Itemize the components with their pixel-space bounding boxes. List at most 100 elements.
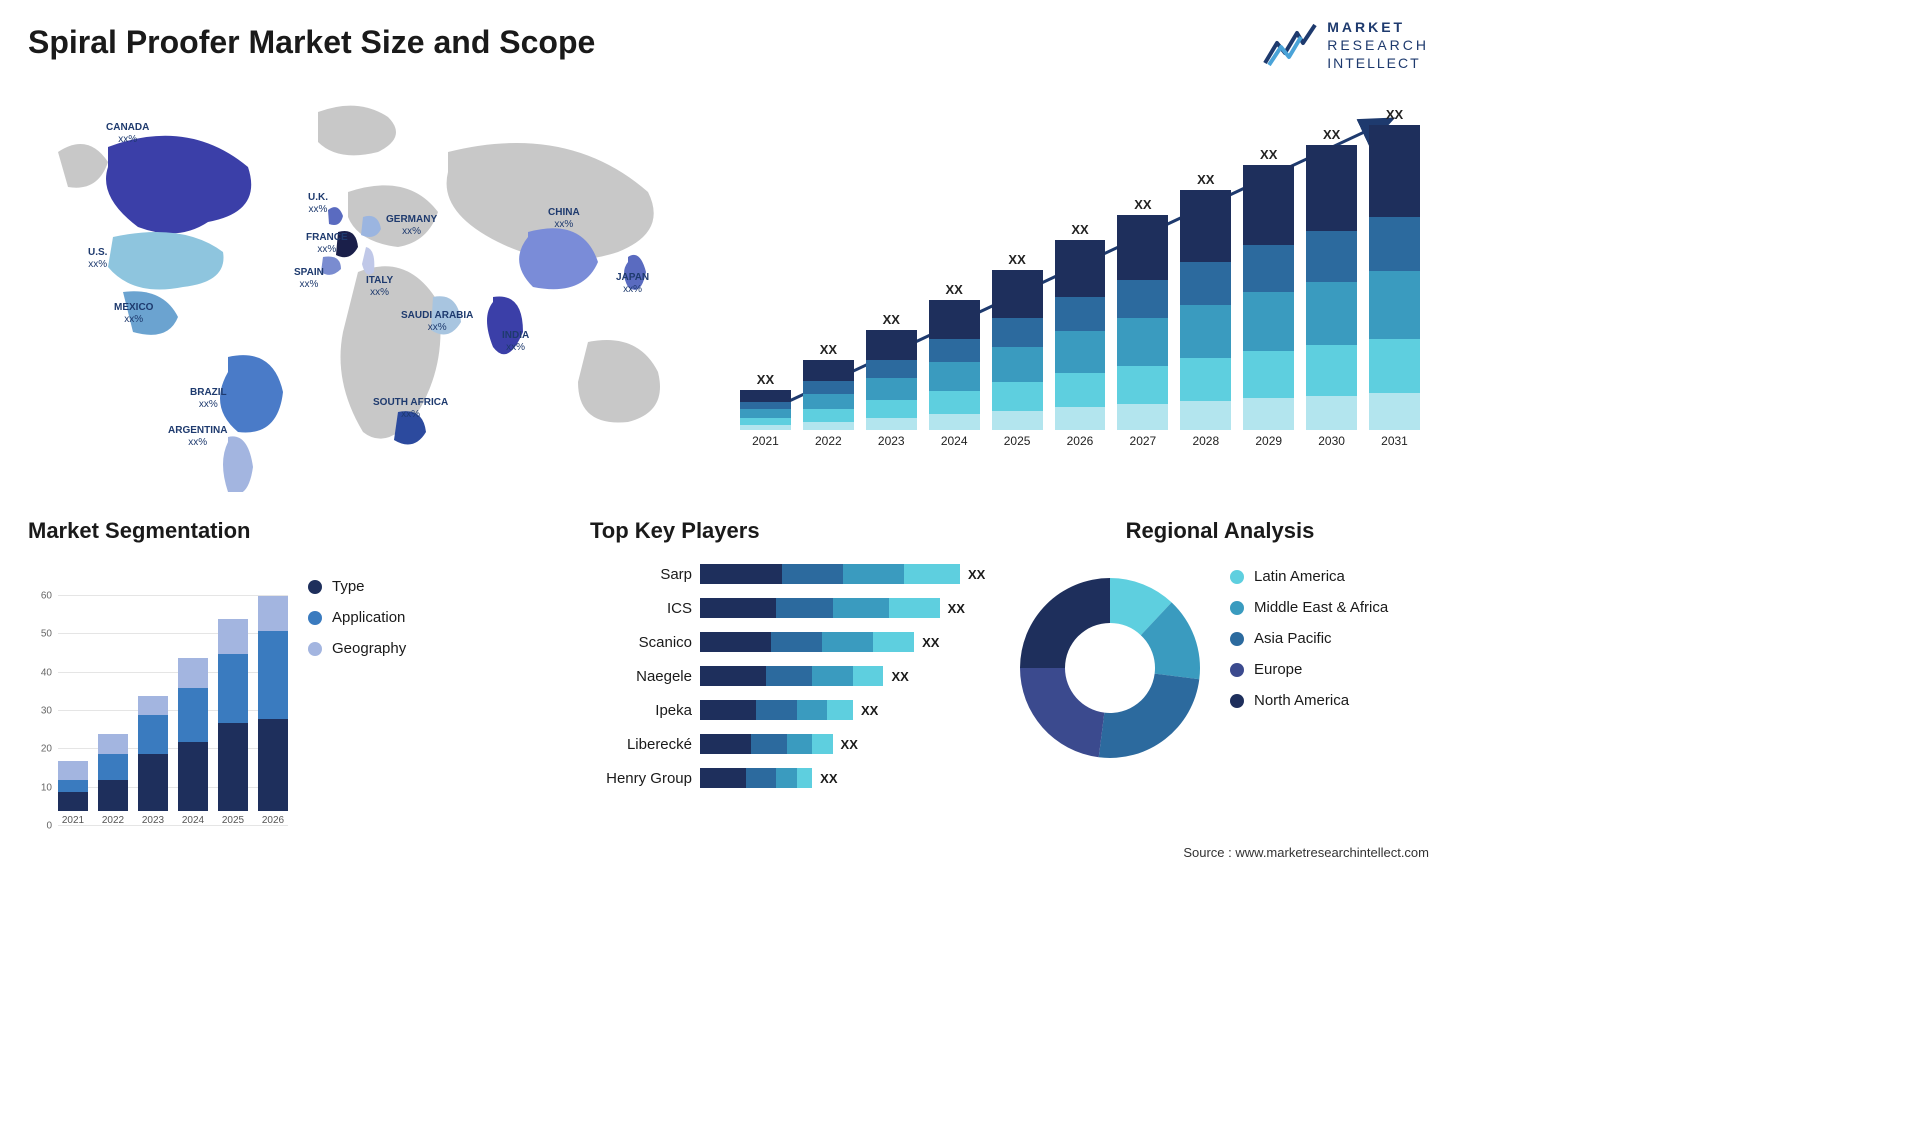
seg-bar-year: 2022	[102, 815, 124, 826]
growth-bar-2028: XX 2028	[1180, 172, 1231, 448]
logo-line2: RESEARCH	[1327, 36, 1429, 54]
map-label-southafrica: SOUTH AFRICAxx%	[373, 397, 448, 421]
growth-bar-2025: XX 2025	[992, 252, 1043, 448]
growth-bar-year: 2022	[815, 434, 842, 448]
growth-bar-year: 2024	[941, 434, 968, 448]
growth-bar-year: 2028	[1192, 434, 1219, 448]
seg-bar-2021: 2021	[58, 761, 88, 826]
segmentation-section: Market Segmentation 0102030405060 202120…	[28, 518, 568, 544]
map-label-italy: ITALYxx%	[366, 275, 393, 299]
seg-ytick: 60	[41, 591, 52, 602]
kp-row: Henry Group XX	[590, 766, 990, 790]
seg-bar-2023: 2023	[138, 696, 168, 826]
map-label-brazil: BRAZILxx%	[190, 387, 227, 411]
seg-ytick: 40	[41, 667, 52, 678]
donut-slice	[1020, 578, 1110, 668]
logo-line1: MARKET	[1327, 18, 1429, 36]
kp-row: ScanicoXX	[590, 630, 990, 654]
kp-name: Henry Group	[590, 770, 700, 787]
growth-bar-2023: XX 2023	[866, 312, 917, 448]
seg-ytick: 50	[41, 629, 52, 640]
growth-bar-value: XX	[1071, 222, 1088, 237]
seg-ytick: 30	[41, 706, 52, 717]
legend-dot-icon	[308, 611, 322, 625]
map-label-china: CHINAxx%	[548, 207, 580, 231]
kp-row: LibereckéXX	[590, 732, 990, 756]
seg-ytick: 20	[41, 744, 52, 755]
reg-legend-item: Middle East & Africa	[1230, 599, 1388, 616]
legend-dot-icon	[1230, 663, 1244, 677]
map-label-uk: U.K.xx%	[308, 192, 328, 216]
growth-bar-2031: XX2031	[1369, 107, 1420, 448]
legend-dot-icon	[1230, 632, 1244, 646]
growth-bar-year: 2023	[878, 434, 905, 448]
growth-bar-value: XX	[1008, 252, 1025, 267]
growth-bar-value: XX	[883, 312, 900, 327]
legend-label: North America	[1254, 692, 1349, 709]
growth-bar-2021: XX 2021	[740, 372, 791, 448]
seg-ytick: 0	[46, 821, 52, 832]
map-label-mexico: MEXICOxx%	[114, 302, 153, 326]
growth-bar-year: 2025	[1004, 434, 1031, 448]
legend-dot-icon	[308, 580, 322, 594]
legend-dot-icon	[308, 642, 322, 656]
growth-chart: XX2021XX2022XX2023XX2024XX2025XX2026XX20…	[740, 100, 1420, 470]
seg-ytick: 10	[41, 782, 52, 793]
source-label: Source : www.marketresearchintellect.com	[1183, 845, 1429, 860]
kp-value: XX	[892, 669, 909, 684]
map-label-argentina: ARGENTINAxx%	[168, 425, 227, 449]
regional-legend: Latin America Middle East & Africa Asia Pa…	[1230, 568, 1388, 723]
growth-bar-value: XX	[1197, 172, 1214, 187]
growth-bar-value: XX	[1386, 107, 1403, 122]
growth-bar-value: XX	[820, 342, 837, 357]
kp-value: XX	[841, 737, 858, 752]
regional-section: Regional Analysis Latin AmericaMiddle Ea…	[1010, 518, 1430, 544]
growth-bar-2029: XX 2029	[1243, 147, 1294, 448]
logo-line3: INTELLECT	[1327, 54, 1429, 72]
growth-bar-value: XX	[1260, 147, 1277, 162]
kp-value: XX	[820, 771, 837, 786]
growth-bar-value: XX	[1134, 197, 1151, 212]
legend-dot-icon	[1230, 570, 1244, 584]
growth-bar-value: XX	[757, 372, 774, 387]
kp-value: XX	[861, 703, 878, 718]
kp-name: Naegele	[590, 668, 700, 685]
map-label-saudiarabia: SAUDI ARABIAxx%	[401, 310, 473, 334]
growth-bar-2027: XX2027	[1117, 197, 1168, 448]
seg-bar-year: 2024	[182, 815, 204, 826]
kp-row: Naegele XX	[590, 664, 990, 688]
kp-row: Ipeka XX	[590, 698, 990, 722]
seg-bar-year: 2021	[62, 815, 84, 826]
legend-label: Geography	[332, 640, 406, 657]
seg-bar-year: 2025	[222, 815, 244, 826]
kp-row: ICSXX	[590, 596, 990, 620]
growth-bar-value: XX	[946, 282, 963, 297]
legend-label: Application	[332, 609, 405, 626]
segmentation-legend: Type Application Geography	[308, 578, 406, 671]
donut-slice	[1099, 674, 1200, 758]
map-label-india: INDIAxx%	[502, 330, 529, 354]
legend-label: Type	[332, 578, 365, 595]
kp-row: SarpXX	[590, 562, 990, 586]
growth-bar-2022: XX 2022	[803, 342, 854, 448]
growth-bar-year: 2029	[1255, 434, 1282, 448]
growth-bar-year: 2021	[752, 434, 779, 448]
seg-legend-item: Geography	[308, 640, 406, 657]
seg-bar-2022: 2022	[98, 734, 128, 826]
legend-label: Asia Pacific	[1254, 630, 1332, 647]
legend-label: Middle East & Africa	[1254, 599, 1388, 616]
seg-bar-2024: 2024	[178, 658, 208, 826]
legend-label: Latin America	[1254, 568, 1345, 585]
map-label-canada: CANADAxx%	[106, 122, 149, 146]
legend-dot-icon	[1230, 601, 1244, 615]
kp-value: XX	[968, 567, 985, 582]
reg-legend-item: Europe	[1230, 661, 1388, 678]
growth-bar-year: 2030	[1318, 434, 1345, 448]
key-players-section: Top Key Players SarpXXICSXXScanicoXXNaeg…	[590, 518, 990, 800]
kp-value: XX	[922, 635, 939, 650]
map-label-germany: GERMANYxx%	[386, 214, 437, 238]
kp-name: Ipeka	[590, 702, 700, 719]
reg-legend-item: Latin America	[1230, 568, 1388, 585]
growth-bar-2030: XX2030	[1306, 127, 1357, 448]
legend-label: Europe	[1254, 661, 1302, 678]
